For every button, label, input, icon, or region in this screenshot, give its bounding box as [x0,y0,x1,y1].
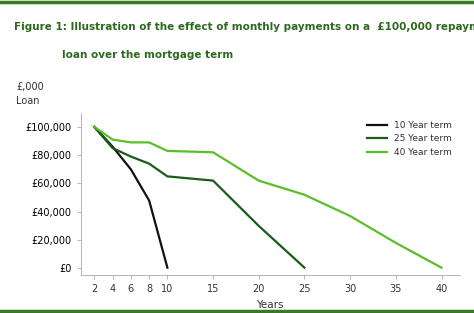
25 Year term [210,179,216,182]
10 Year term [128,167,134,171]
25 Year term [164,174,170,178]
X-axis label: Years: Years [256,300,284,310]
Text: £,000: £,000 [16,81,44,91]
Line: 40 Year term: 40 Year term [94,127,441,268]
40 Year term [91,125,97,129]
40 Year term [438,266,444,269]
25 Year term [146,162,152,166]
10 Year term [146,198,152,202]
Line: 25 Year term: 25 Year term [94,127,304,268]
Text: Loan: Loan [16,96,40,106]
40 Year term [128,141,134,144]
40 Year term [210,151,216,154]
25 Year term [301,266,307,269]
40 Year term [146,141,152,144]
Line: 10 Year term: 10 Year term [94,127,167,268]
10 Year term [164,266,170,269]
Text: loan over the mortgage term: loan over the mortgage term [62,50,233,60]
Text: Figure 1: Illustration of the effect of monthly payments on a  £100,000 repaymen: Figure 1: Illustration of the effect of … [14,22,474,32]
25 Year term [91,125,97,129]
10 Year term [91,125,97,129]
25 Year term [109,146,115,150]
40 Year term [301,193,307,197]
40 Year term [256,179,262,182]
40 Year term [109,138,115,141]
40 Year term [347,214,353,218]
Legend: 10 Year term, 25 Year term, 40 Year term: 10 Year term, 25 Year term, 40 Year term [363,117,455,161]
40 Year term [393,241,399,245]
40 Year term [164,149,170,153]
25 Year term [256,224,262,228]
10 Year term [109,145,115,149]
25 Year term [128,155,134,158]
